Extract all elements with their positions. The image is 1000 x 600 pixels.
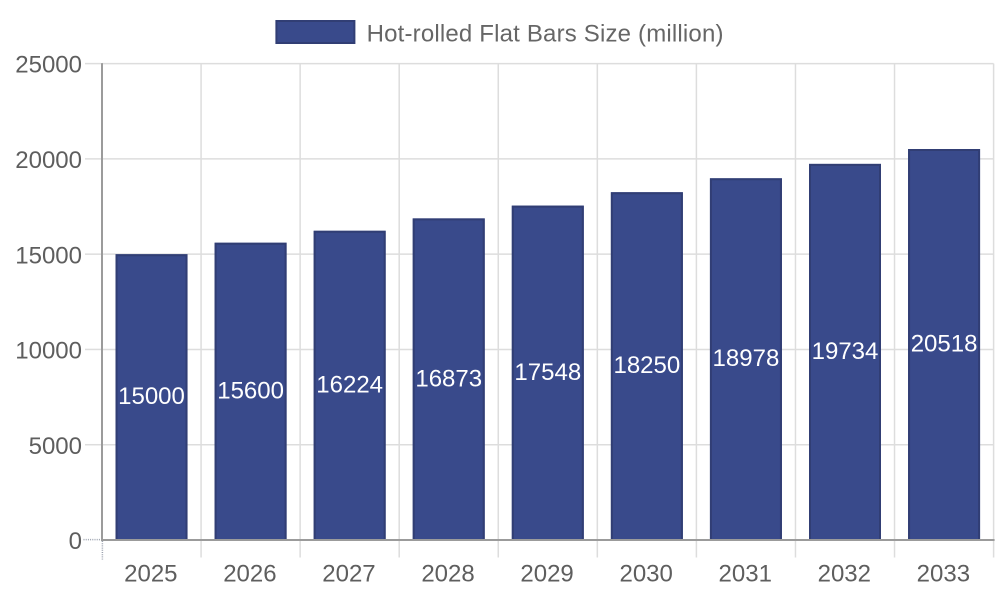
svg-text:0: 0 <box>69 528 82 555</box>
svg-text:25000: 25000 <box>15 52 82 79</box>
svg-text:2032: 2032 <box>818 561 871 588</box>
svg-text:15000: 15000 <box>118 383 185 410</box>
svg-text:15000: 15000 <box>15 242 82 269</box>
svg-text:17548: 17548 <box>514 359 581 386</box>
svg-text:19734: 19734 <box>812 338 879 365</box>
svg-text:Hot-rolled Flat Bars Size (mil: Hot-rolled Flat Bars Size (million) <box>367 20 724 47</box>
svg-text:2025: 2025 <box>124 561 177 588</box>
svg-text:2027: 2027 <box>322 561 375 588</box>
svg-text:20518: 20518 <box>911 331 978 358</box>
svg-text:2029: 2029 <box>520 561 573 588</box>
svg-text:18978: 18978 <box>713 345 780 372</box>
svg-text:2033: 2033 <box>917 561 970 588</box>
svg-text:2026: 2026 <box>223 561 276 588</box>
svg-text:10000: 10000 <box>15 338 82 365</box>
svg-text:2030: 2030 <box>619 561 672 588</box>
svg-text:18250: 18250 <box>613 352 680 379</box>
svg-text:5000: 5000 <box>29 433 82 460</box>
svg-text:2031: 2031 <box>719 561 772 588</box>
svg-text:2028: 2028 <box>421 561 474 588</box>
svg-text:16224: 16224 <box>316 372 383 399</box>
svg-text:15600: 15600 <box>217 377 284 404</box>
svg-text:16873: 16873 <box>415 365 482 392</box>
svg-text:20000: 20000 <box>15 147 82 174</box>
